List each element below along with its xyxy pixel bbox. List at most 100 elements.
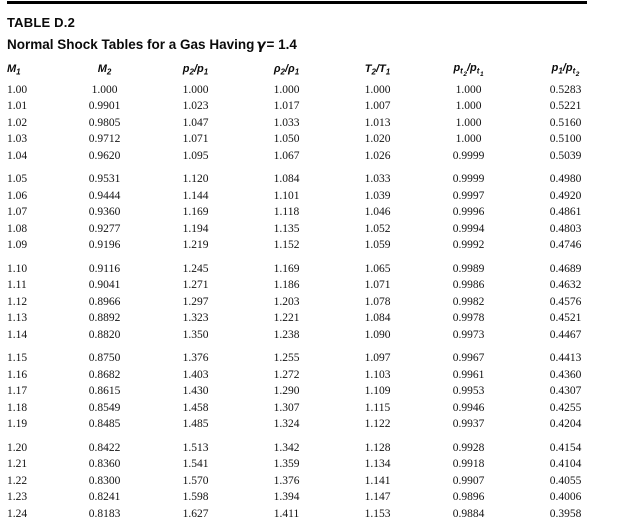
table-row: 1.15 0.8750 1.376 1.255 1.097 0.9967 0.4413 xyxy=(7,343,617,367)
table-cell: 1.12 xyxy=(7,295,28,308)
table-cell: 0.9986 xyxy=(452,279,485,291)
table-cell: 1.000 xyxy=(455,100,482,112)
table-cell: 1.18 xyxy=(7,401,28,414)
table-cell: 0.9978 xyxy=(452,312,485,324)
table-cell: 1.21 xyxy=(7,458,28,470)
table-cell: 1.290 xyxy=(273,385,300,397)
table-cell: 0.4980 xyxy=(549,173,582,185)
table-row: 1.08 0.9277 1.194 1.135 1.052 0.9994 0.4803 xyxy=(7,221,617,238)
table-row: 1.22 0.8300 1.570 1.376 1.141 0.9907 0.4055 xyxy=(7,473,617,490)
table-cell: 0.5100 xyxy=(549,133,582,145)
column-header-p1-pt2: p1/pt2 xyxy=(551,62,580,78)
table-cell: 0.8892 xyxy=(88,312,121,324)
table-cell: 0.9907 xyxy=(452,474,485,487)
table-cell: 0.9196 xyxy=(88,239,121,251)
table-row: 1.23 0.8241 1.598 1.394 1.147 0.9896 0.4006 xyxy=(7,489,617,506)
table-cell: 0.9953 xyxy=(452,385,485,397)
table-cell: 1.135 xyxy=(273,222,300,235)
table-cell: 1.067 xyxy=(273,149,300,162)
table-cell: 1.16 xyxy=(7,368,28,381)
table-row: 1.18 0.8549 1.458 1.307 1.115 0.9946 0.4255 xyxy=(7,400,617,417)
column-header-m1: M1 xyxy=(7,62,21,76)
table-cell: 1.22 xyxy=(7,474,28,487)
table-cell: 1.017 xyxy=(273,100,300,112)
table-cell: 1.118 xyxy=(273,206,300,218)
table-cell: 1.376 xyxy=(273,474,300,487)
table-cell: 1.342 xyxy=(273,441,300,454)
table-cell: 1.20 xyxy=(7,441,28,454)
table-cell: 1.11 xyxy=(7,279,27,291)
table-cell: 0.4689 xyxy=(549,262,582,275)
table-cell: 0.9961 xyxy=(452,368,485,381)
table-cell: 0.4055 xyxy=(549,474,582,487)
table-cell: 0.4632 xyxy=(549,279,582,291)
table-row: 1.09 0.9196 1.219 1.152 1.059 0.9992 0.4746 xyxy=(7,237,617,254)
table-cell: 1.071 xyxy=(364,279,391,291)
table-cell: 1.01 xyxy=(7,100,28,112)
column-header-t2-t1: T2/T1 xyxy=(364,62,391,76)
table-cell: 1.324 xyxy=(273,418,300,430)
table-cell: 0.4154 xyxy=(549,441,582,454)
table-row: 1.13 0.8892 1.323 1.221 1.084 0.9978 0.4521 xyxy=(7,310,617,327)
table-cell: 1.359 xyxy=(273,458,300,470)
table-cell: 0.5221 xyxy=(549,100,582,112)
table-cell: 1.128 xyxy=(364,441,391,454)
table-row: 1.00 1.000 1.000 1.000 1.000 1.000 0.5283 xyxy=(7,82,617,99)
table-cell: 1.255 xyxy=(273,352,300,364)
table-cell: 1.122 xyxy=(364,418,391,430)
table-title: Normal Shock Tables for a Gas Having γ= 1… xyxy=(7,37,617,53)
table-cell: 0.4104 xyxy=(549,458,582,470)
table-cell: 1.000 xyxy=(455,83,482,96)
table-cell: 1.06 xyxy=(7,189,28,202)
table-cell: 1.039 xyxy=(364,189,391,202)
table-cell: 1.000 xyxy=(273,83,300,96)
table-cell: 0.9928 xyxy=(452,441,485,454)
table-cell: 0.8682 xyxy=(88,368,121,381)
table-cell: 0.8966 xyxy=(88,295,121,308)
table-cell: 1.065 xyxy=(364,262,391,275)
table-cell: 1.411 xyxy=(273,507,300,520)
table-cell: 1.046 xyxy=(364,206,391,218)
table-cell: 1.19 xyxy=(7,418,28,430)
table-cell: 1.10 xyxy=(7,262,28,275)
table-row: 1.01 0.9901 1.023 1.017 1.007 1.000 0.5221 xyxy=(7,98,617,115)
table-cell: 1.03 xyxy=(7,133,28,145)
table-row: 1.05 0.9531 1.120 1.084 1.033 0.9999 0.4980 xyxy=(7,164,617,188)
table-cell: 1.095 xyxy=(182,149,209,162)
table-cell: 0.4920 xyxy=(549,189,582,202)
table-cell: 0.9982 xyxy=(452,295,485,308)
table-cell: 0.8615 xyxy=(88,385,121,397)
table-cell: 1.238 xyxy=(273,328,300,341)
table-cell: 1.109 xyxy=(364,385,391,397)
table-cell: 0.9997 xyxy=(452,189,485,202)
table-row: 1.20 0.8422 1.513 1.342 1.128 0.9928 0.4154 xyxy=(7,433,617,457)
table-cell: 0.9712 xyxy=(88,133,121,145)
table-cell: 1.169 xyxy=(273,262,300,275)
table-row: 1.10 0.9116 1.245 1.169 1.065 0.9989 0.4689 xyxy=(7,254,617,278)
table-id: TABLE D.2 xyxy=(7,15,76,30)
table-cell: 1.115 xyxy=(364,401,391,414)
table-cell: 1.000 xyxy=(91,83,118,96)
table-cell: 0.9531 xyxy=(88,173,121,185)
table-cell: 1.033 xyxy=(364,173,391,185)
table-cell: 1.000 xyxy=(455,116,482,129)
table-row: 1.21 0.8360 1.541 1.359 1.134 0.9918 0.4104 xyxy=(7,456,617,473)
table-cell: 1.050 xyxy=(273,133,300,145)
table-cell: 0.8750 xyxy=(88,352,121,364)
table-cell: 1.141 xyxy=(364,474,391,487)
table-cell: 1.24 xyxy=(7,507,28,520)
table-cell: 1.04 xyxy=(7,149,28,162)
table-cell: 1.007 xyxy=(364,100,391,112)
table-cell: 0.9999 xyxy=(452,173,485,185)
table-cell: 1.458 xyxy=(182,401,209,414)
table-cell: 1.203 xyxy=(273,295,300,308)
table-cell: 1.020 xyxy=(364,133,391,145)
table-cell: 0.8241 xyxy=(88,491,121,503)
table-cell: 0.9620 xyxy=(88,149,121,162)
table-cell: 0.9277 xyxy=(88,222,121,235)
table-cell: 1.271 xyxy=(182,279,209,291)
table-cell: 1.513 xyxy=(182,441,209,454)
table-cell: 0.4861 xyxy=(549,206,582,218)
table-cell: 0.8820 xyxy=(88,328,121,341)
